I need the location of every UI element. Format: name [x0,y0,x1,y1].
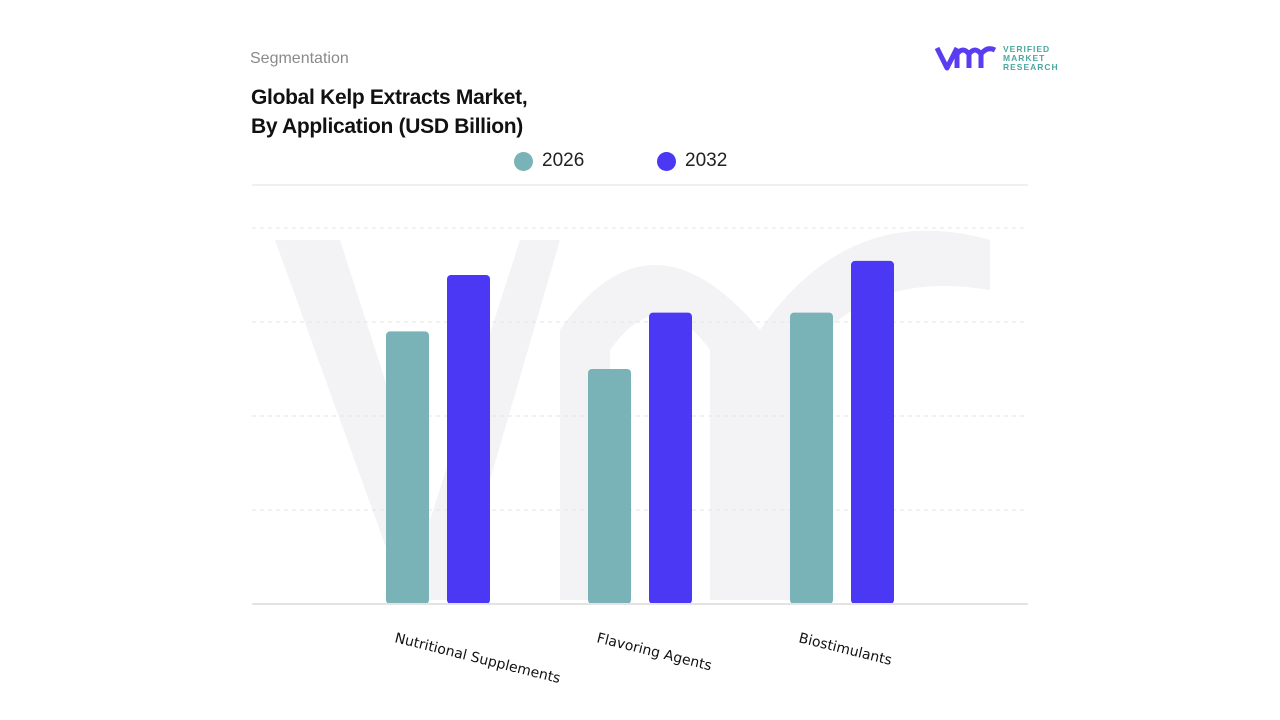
legend: 2026 2032 [0,150,1280,174]
logo-text-2: MARKET [1003,52,1046,63]
logo-text-1: VERIFIED [1003,43,1051,54]
x-tick-label: Nutritional Supplements [393,630,562,687]
vmr-logo: VERIFIED MARKET RESEARCH [935,44,1059,72]
bar-2032-2 [851,260,894,604]
bar-2026-2 [790,312,833,604]
bar-2032-0 [447,275,490,604]
legend-item-2026: 2026 [514,150,584,172]
x-tick-label: Flavoring Agents [595,630,713,674]
bar-2026-1 [588,369,631,604]
x-tick-label: Biostimulants [797,630,893,669]
legend-label-2026: 2026 [542,150,585,171]
logo-text-3: RESEARCH [1003,61,1059,72]
bar-2032-1 [649,312,692,604]
bar-2026-0 [386,331,429,604]
vmr-logo-mark-icon [935,46,997,71]
title-line-2: By Application (USD Billion) [251,115,523,138]
legend-swatch-2032 [657,151,676,171]
legend-item-2032: 2032 [657,150,727,172]
legend-swatch-2026 [514,151,533,171]
chart-title: Global Kelp Extracts Market, By Applicat… [251,83,528,141]
legend-label-2032: 2032 [685,150,728,171]
title-line-1: Global Kelp Extracts Market, [251,86,528,109]
segmentation-label: Segmentation [250,50,349,67]
